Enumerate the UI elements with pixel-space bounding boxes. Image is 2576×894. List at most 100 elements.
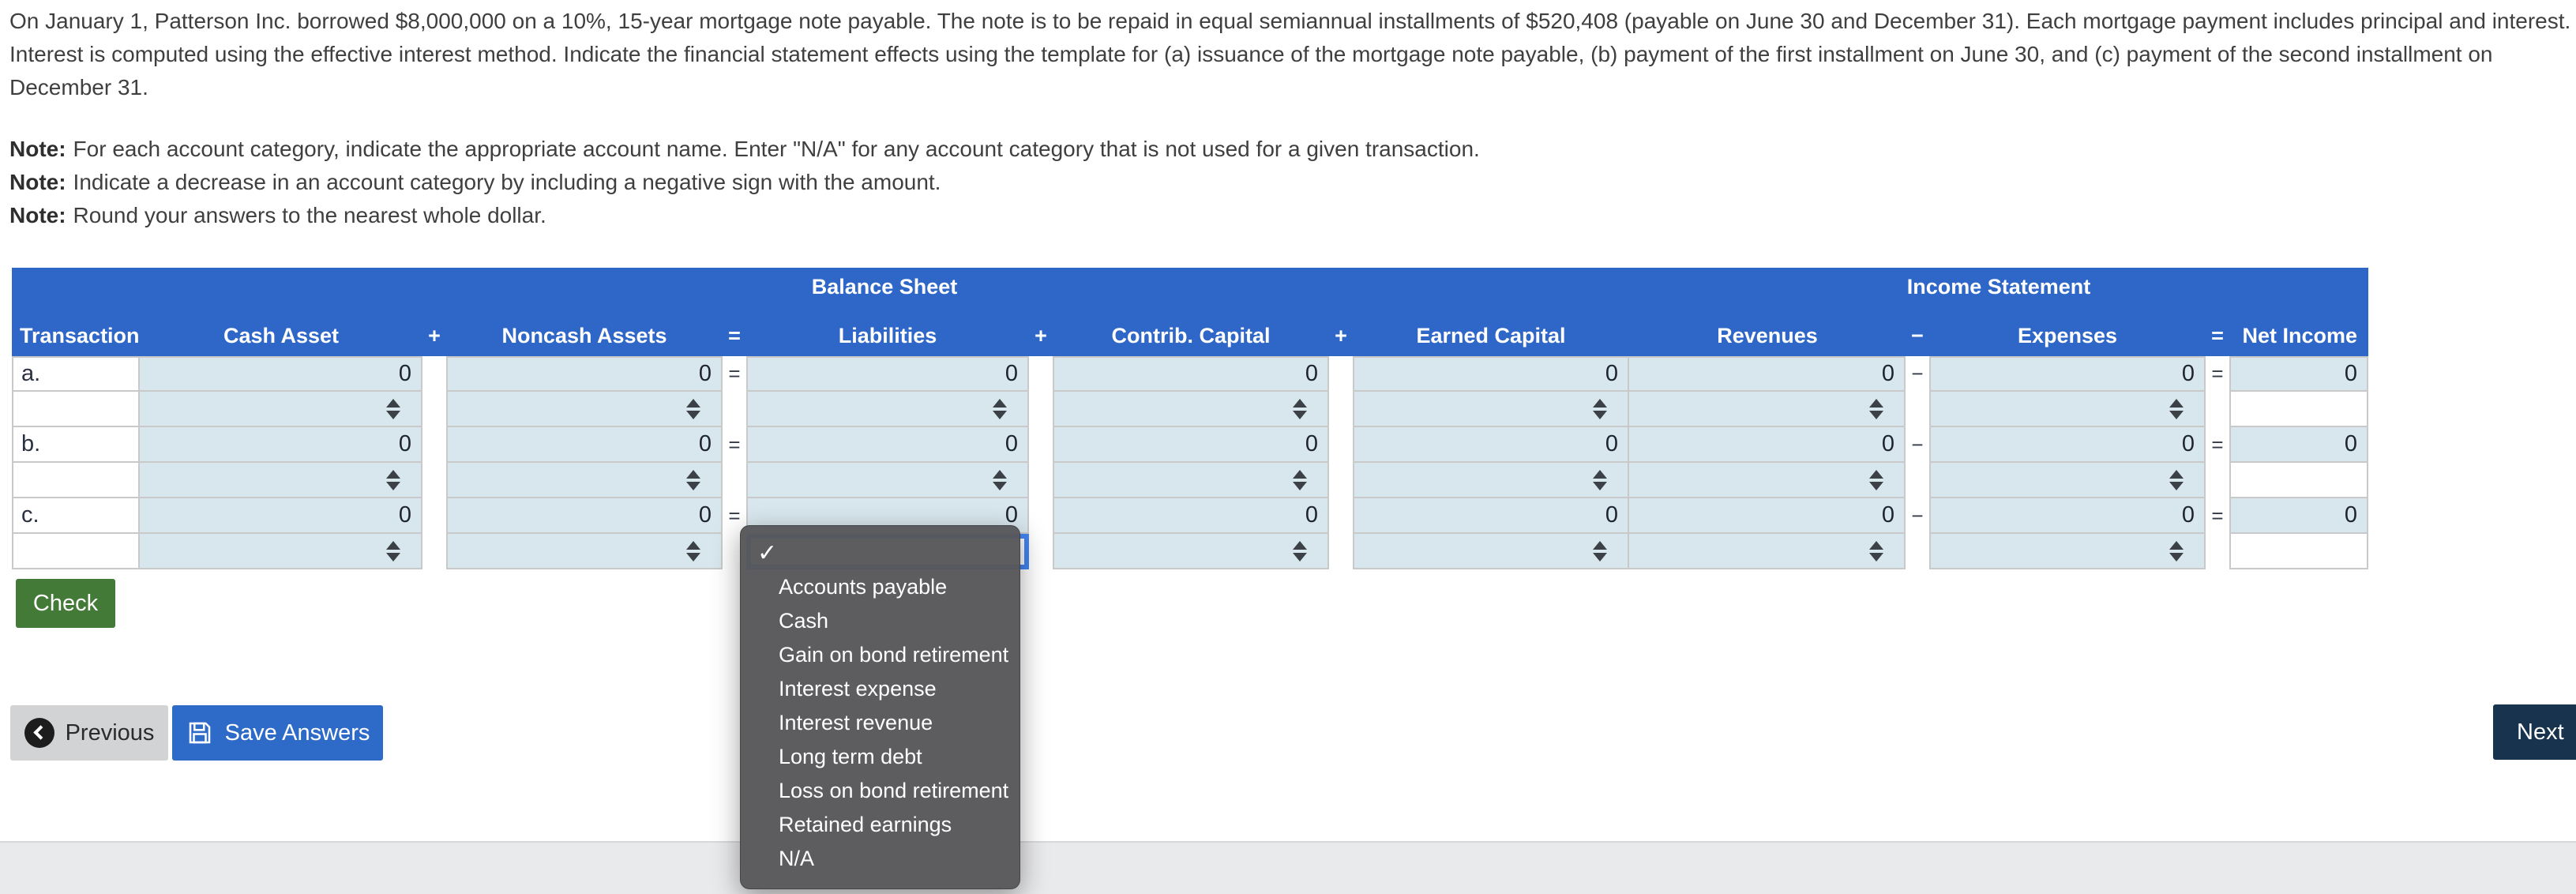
separator-equals: = xyxy=(723,356,746,392)
account-select-menu: ✓ Accounts payable Cash Gain on bond ret… xyxy=(740,525,1020,889)
amount-input-b-earned[interactable]: 0 xyxy=(1353,427,1629,463)
save-answers-button[interactable]: Save Answers xyxy=(172,705,383,761)
separator-blank xyxy=(1029,534,1053,569)
menu-item[interactable]: Long term debt xyxy=(779,745,922,768)
menu-item[interactable]: Retained earnings xyxy=(779,813,952,836)
amount-input-a-earned[interactable]: 0 xyxy=(1353,356,1629,392)
account-select-b-noncash[interactable] xyxy=(446,463,723,498)
net-income-blank-b xyxy=(2229,463,2368,498)
menu-item[interactable]: Accounts payable xyxy=(779,575,948,599)
problem-statement: On January 1, Patterson Inc. borrowed $8… xyxy=(9,9,2571,100)
account-select-a-expenses[interactable] xyxy=(1929,392,2206,427)
account-select-c-noncash[interactable] xyxy=(446,534,723,569)
separator-plus xyxy=(1329,498,1353,534)
amount-input-a-noncash[interactable]: 0 xyxy=(446,356,723,392)
net-income-blank-a xyxy=(2229,392,2368,427)
amount-input-a-revenues[interactable]: 0 xyxy=(1629,356,1906,392)
account-select-b-contrib[interactable] xyxy=(1053,463,1329,498)
amount-input-a-liabilities[interactable]: 0 xyxy=(746,356,1029,392)
menu-item[interactable]: Loss on bond retirement xyxy=(779,779,1009,802)
account-select-c-contrib[interactable] xyxy=(1053,534,1329,569)
previous-button-label: Previous xyxy=(65,719,155,746)
amount-input-a-contrib[interactable]: 0 xyxy=(1053,356,1329,392)
select-spinner-icon xyxy=(686,398,700,419)
account-select-a-noncash[interactable] xyxy=(446,392,723,427)
account-select-b-cash[interactable] xyxy=(140,463,422,498)
menu-item[interactable]: Interest expense xyxy=(779,677,937,701)
amount-input-c-revenues[interactable]: 0 xyxy=(1629,498,1906,534)
amount-input-b-expenses[interactable]: 0 xyxy=(1929,427,2206,463)
transaction-label-empty xyxy=(12,534,140,569)
select-spinner-icon xyxy=(1869,398,1883,419)
save-answers-label: Save Answers xyxy=(224,719,370,746)
footer-band xyxy=(0,841,2576,894)
separator-blank xyxy=(422,463,446,498)
net-income-b: 0 xyxy=(2229,427,2368,463)
menu-item[interactable]: Cash xyxy=(779,609,829,633)
separator-minus: − xyxy=(1906,427,1929,463)
account-select-b-revenues[interactable] xyxy=(1629,463,1906,498)
chevron-left-circle-icon xyxy=(24,718,54,748)
net-income-c: 0 xyxy=(2229,498,2368,534)
next-button[interactable]: Next xyxy=(2493,704,2576,760)
separator-plus xyxy=(422,498,446,534)
account-select-b-expenses[interactable] xyxy=(1929,463,2206,498)
equals-symbol: = xyxy=(2211,324,2224,347)
separator-equals: = xyxy=(723,498,746,534)
plus-symbol: + xyxy=(428,324,441,347)
menu-item[interactable]: N/A xyxy=(779,847,815,870)
account-select-c-cash[interactable] xyxy=(140,534,422,569)
col-header-cash-asset: Cash Asset xyxy=(223,324,340,347)
account-select-a-liabilities[interactable] xyxy=(746,392,1029,427)
col-header-noncash-assets: Noncash Assets xyxy=(501,324,667,347)
menu-item[interactable]: Gain on bond retirement xyxy=(779,643,1009,667)
separator-plus xyxy=(422,356,446,392)
select-spinner-icon xyxy=(2169,469,2184,490)
menu-item[interactable]: Interest revenue xyxy=(779,711,933,734)
account-select-a-revenues[interactable] xyxy=(1629,392,1906,427)
select-spinner-icon xyxy=(686,469,700,490)
account-select-c-expenses[interactable] xyxy=(1929,534,2206,569)
col-header-revenues: Revenues xyxy=(1717,324,1818,347)
separator-minus: − xyxy=(1906,356,1929,392)
separator-blank xyxy=(1029,392,1053,427)
account-select-c-earned[interactable] xyxy=(1353,534,1629,569)
group-header-balance-sheet: Balance Sheet xyxy=(811,275,958,299)
amount-input-b-cash[interactable]: 0 xyxy=(140,427,422,463)
col-header-transaction: Transaction xyxy=(20,324,140,347)
amount-input-b-contrib[interactable]: 0 xyxy=(1053,427,1329,463)
select-spinner-icon xyxy=(1593,540,1607,562)
select-spinner-icon xyxy=(1593,469,1607,490)
table-header: Balance Sheet Income Statement Transacti… xyxy=(12,268,2368,356)
account-select-a-contrib[interactable] xyxy=(1053,392,1329,427)
amount-input-b-liabilities[interactable]: 0 xyxy=(746,427,1029,463)
menu-item-blank-selected[interactable]: ✓ xyxy=(741,536,1020,570)
amount-input-c-expenses[interactable]: 0 xyxy=(1929,498,2206,534)
transaction-label-a: a. xyxy=(12,356,140,392)
amount-input-a-expenses[interactable]: 0 xyxy=(1929,356,2206,392)
amount-input-b-noncash[interactable]: 0 xyxy=(446,427,723,463)
group-header-income-statement: Income Statement xyxy=(1906,275,2091,299)
amount-input-c-cash[interactable]: 0 xyxy=(140,498,422,534)
account-select-b-earned[interactable] xyxy=(1353,463,1629,498)
amount-input-a-cash[interactable]: 0 xyxy=(140,356,422,392)
amount-input-c-earned[interactable]: 0 xyxy=(1353,498,1629,534)
previous-button[interactable]: Previous xyxy=(10,705,168,761)
separator-blank xyxy=(1906,463,1929,498)
account-select-c-revenues[interactable] xyxy=(1629,534,1906,569)
separator-equals: = xyxy=(2206,427,2229,463)
account-select-a-cash[interactable] xyxy=(140,392,422,427)
account-select-a-earned[interactable] xyxy=(1353,392,1629,427)
select-spinner-icon xyxy=(1293,469,1307,490)
note-prefix: Note: xyxy=(9,170,66,194)
col-header-contrib-capital: Contrib. Capital xyxy=(1111,324,1271,347)
amount-input-b-revenues[interactable]: 0 xyxy=(1629,427,1906,463)
account-select-b-liabilities[interactable] xyxy=(746,463,1029,498)
amount-input-c-noncash[interactable]: 0 xyxy=(446,498,723,534)
separator-blank xyxy=(1029,463,1053,498)
check-button[interactable]: Check xyxy=(16,579,115,628)
select-spinner-icon xyxy=(686,540,700,562)
note-line: Note: Round your answers to the nearest w… xyxy=(9,199,2379,232)
amount-input-c-contrib[interactable]: 0 xyxy=(1053,498,1329,534)
note-prefix: Note: xyxy=(9,137,66,161)
